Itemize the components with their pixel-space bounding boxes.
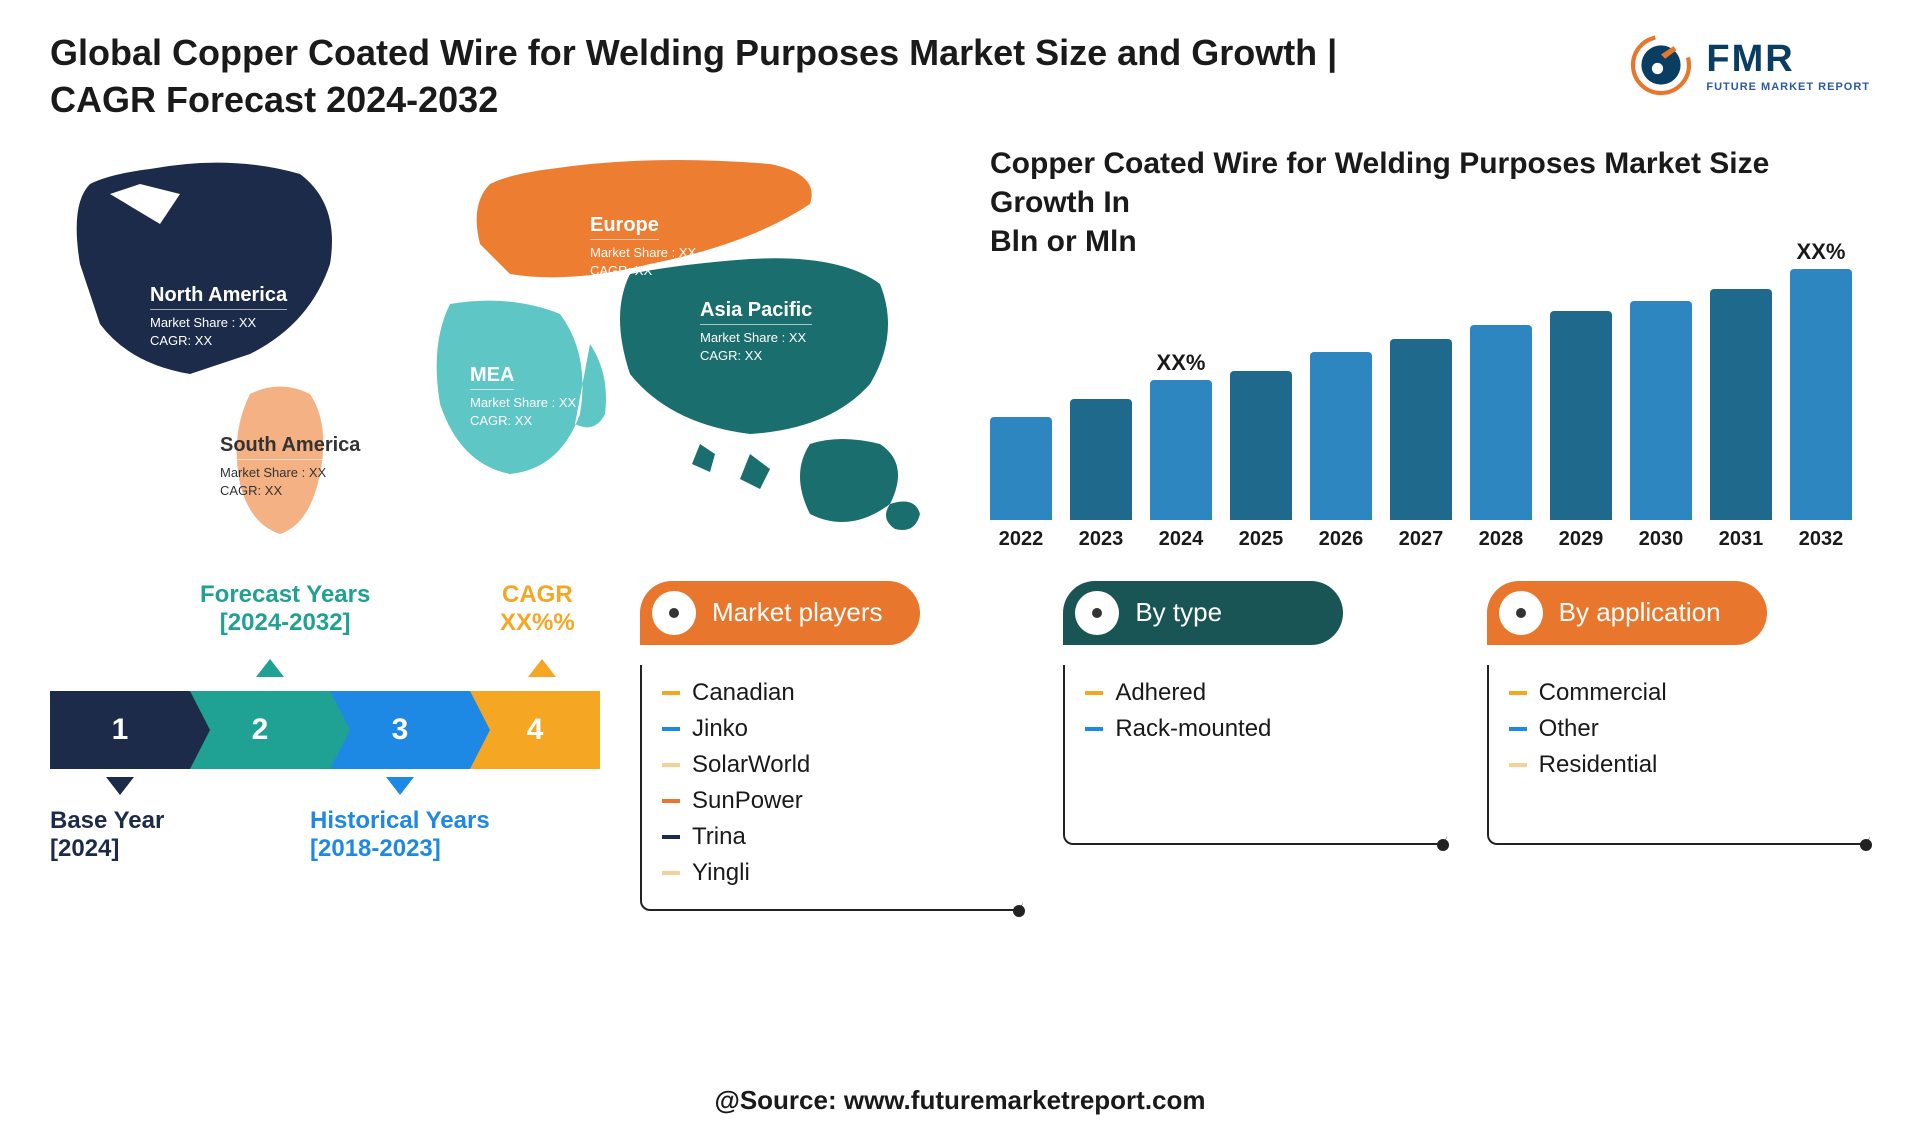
bar-2031: 2031 bbox=[1710, 289, 1772, 550]
list-item: SolarWorld bbox=[662, 747, 1013, 783]
region-mea: MEAMarket Share : XXCAGR: XX bbox=[470, 364, 576, 430]
bar-2030: 2030 bbox=[1630, 301, 1692, 550]
region-europe: EuropeMarket Share : XXCAGR: XX bbox=[590, 214, 696, 280]
timeline: Forecast Years [2024-2032] CAGR XX%% 123… bbox=[50, 581, 610, 861]
page-title: Global Copper Coated Wire for Welding Pu… bbox=[50, 30, 1450, 124]
logo: FMR FUTURE MARKET REPORT bbox=[1626, 30, 1870, 100]
list-item: Adhered bbox=[1085, 675, 1436, 711]
world-map: North AmericaMarket Share : XXCAGR: XX So… bbox=[50, 144, 950, 544]
bar-2032: XX%2032 bbox=[1790, 269, 1852, 551]
logo-icon bbox=[1626, 30, 1696, 100]
bar-2029: 2029 bbox=[1550, 311, 1612, 551]
list-item: Rack-mounted bbox=[1085, 711, 1436, 747]
timeline-seg-3: 3 bbox=[330, 691, 470, 769]
pill-header: Market players bbox=[640, 581, 920, 645]
info-list: CanadianJinkoSolarWorldSunPowerTrinaYing… bbox=[640, 665, 1023, 911]
list-item: SunPower bbox=[662, 783, 1013, 819]
list-item: Yingli bbox=[662, 855, 1013, 891]
pill-header: By type bbox=[1063, 581, 1343, 645]
info-list: AdheredRack-mounted bbox=[1063, 665, 1446, 845]
bar-2027: 2027 bbox=[1390, 339, 1452, 551]
bar-2028: 2028 bbox=[1470, 325, 1532, 551]
region-south-america: South AmericaMarket Share : XXCAGR: XX bbox=[220, 434, 360, 500]
info-list: CommercialOtherResidential bbox=[1487, 665, 1870, 845]
cagr-label: CAGR XX%% bbox=[500, 581, 575, 637]
list-item: Trina bbox=[662, 819, 1013, 855]
info-col-market-players: Market players CanadianJinkoSolarWorldSun… bbox=[640, 581, 1023, 911]
logo-main-text: FMR bbox=[1706, 38, 1870, 81]
base-label: Base Year [2024] bbox=[50, 807, 164, 863]
chart-title: Copper Coated Wire for Welding Purposes … bbox=[990, 144, 1870, 261]
info-col-by-type: By type AdheredRack-mounted bbox=[1063, 581, 1446, 911]
source-text: @Source: www.futuremarketreport.com bbox=[714, 1085, 1205, 1116]
list-item: Commercial bbox=[1509, 675, 1860, 711]
forecast-label: Forecast Years [2024-2032] bbox=[200, 581, 370, 637]
pill-header: By application bbox=[1487, 581, 1767, 645]
timeline-seg-2: 2 bbox=[190, 691, 330, 769]
bar-2025: 2025 bbox=[1230, 371, 1292, 551]
bar-2024: XX%2024 bbox=[1150, 380, 1212, 550]
historical-label: Historical Years [2018-2023] bbox=[310, 807, 490, 863]
bar-chart-area: Copper Coated Wire for Welding Purposes … bbox=[990, 144, 1870, 551]
logo-sub-text: FUTURE MARKET REPORT bbox=[1706, 81, 1870, 93]
list-item: Other bbox=[1509, 711, 1860, 747]
bar-2026: 2026 bbox=[1310, 352, 1372, 550]
bar-chart: 2022 2023 XX%2024 2025 2026 2027 2028 2029 2030 2… bbox=[990, 271, 1870, 551]
info-col-by-application: By application CommercialOtherResidential bbox=[1487, 581, 1870, 911]
region-north-america: North AmericaMarket Share : XXCAGR: XX bbox=[150, 284, 287, 350]
list-item: Jinko bbox=[662, 711, 1013, 747]
bar-2023: 2023 bbox=[1070, 399, 1132, 551]
region-asia-pacific: Asia PacificMarket Share : XXCAGR: XX bbox=[700, 299, 812, 365]
list-item: Residential bbox=[1509, 747, 1860, 783]
bar-2022: 2022 bbox=[990, 417, 1052, 550]
timeline-seg-1: 1 bbox=[50, 691, 190, 769]
list-item: Canadian bbox=[662, 675, 1013, 711]
